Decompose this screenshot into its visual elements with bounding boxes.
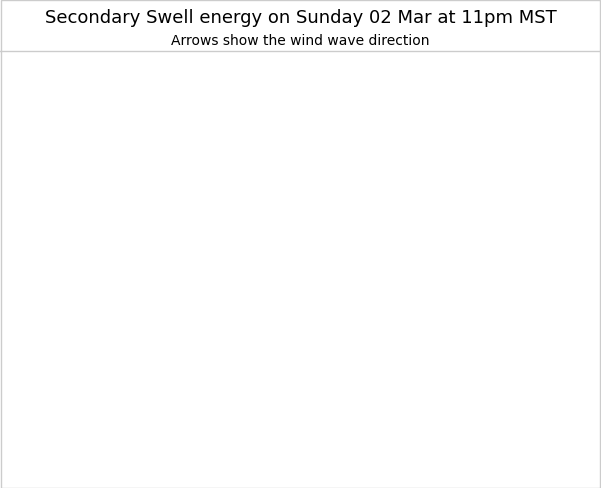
Text: Secondary Swell energy on Sunday 02 Mar at 11pm MST: Secondary Swell energy on Sunday 02 Mar … — [44, 9, 557, 27]
Text: Arrows show the wind wave direction: Arrows show the wind wave direction — [171, 34, 430, 48]
